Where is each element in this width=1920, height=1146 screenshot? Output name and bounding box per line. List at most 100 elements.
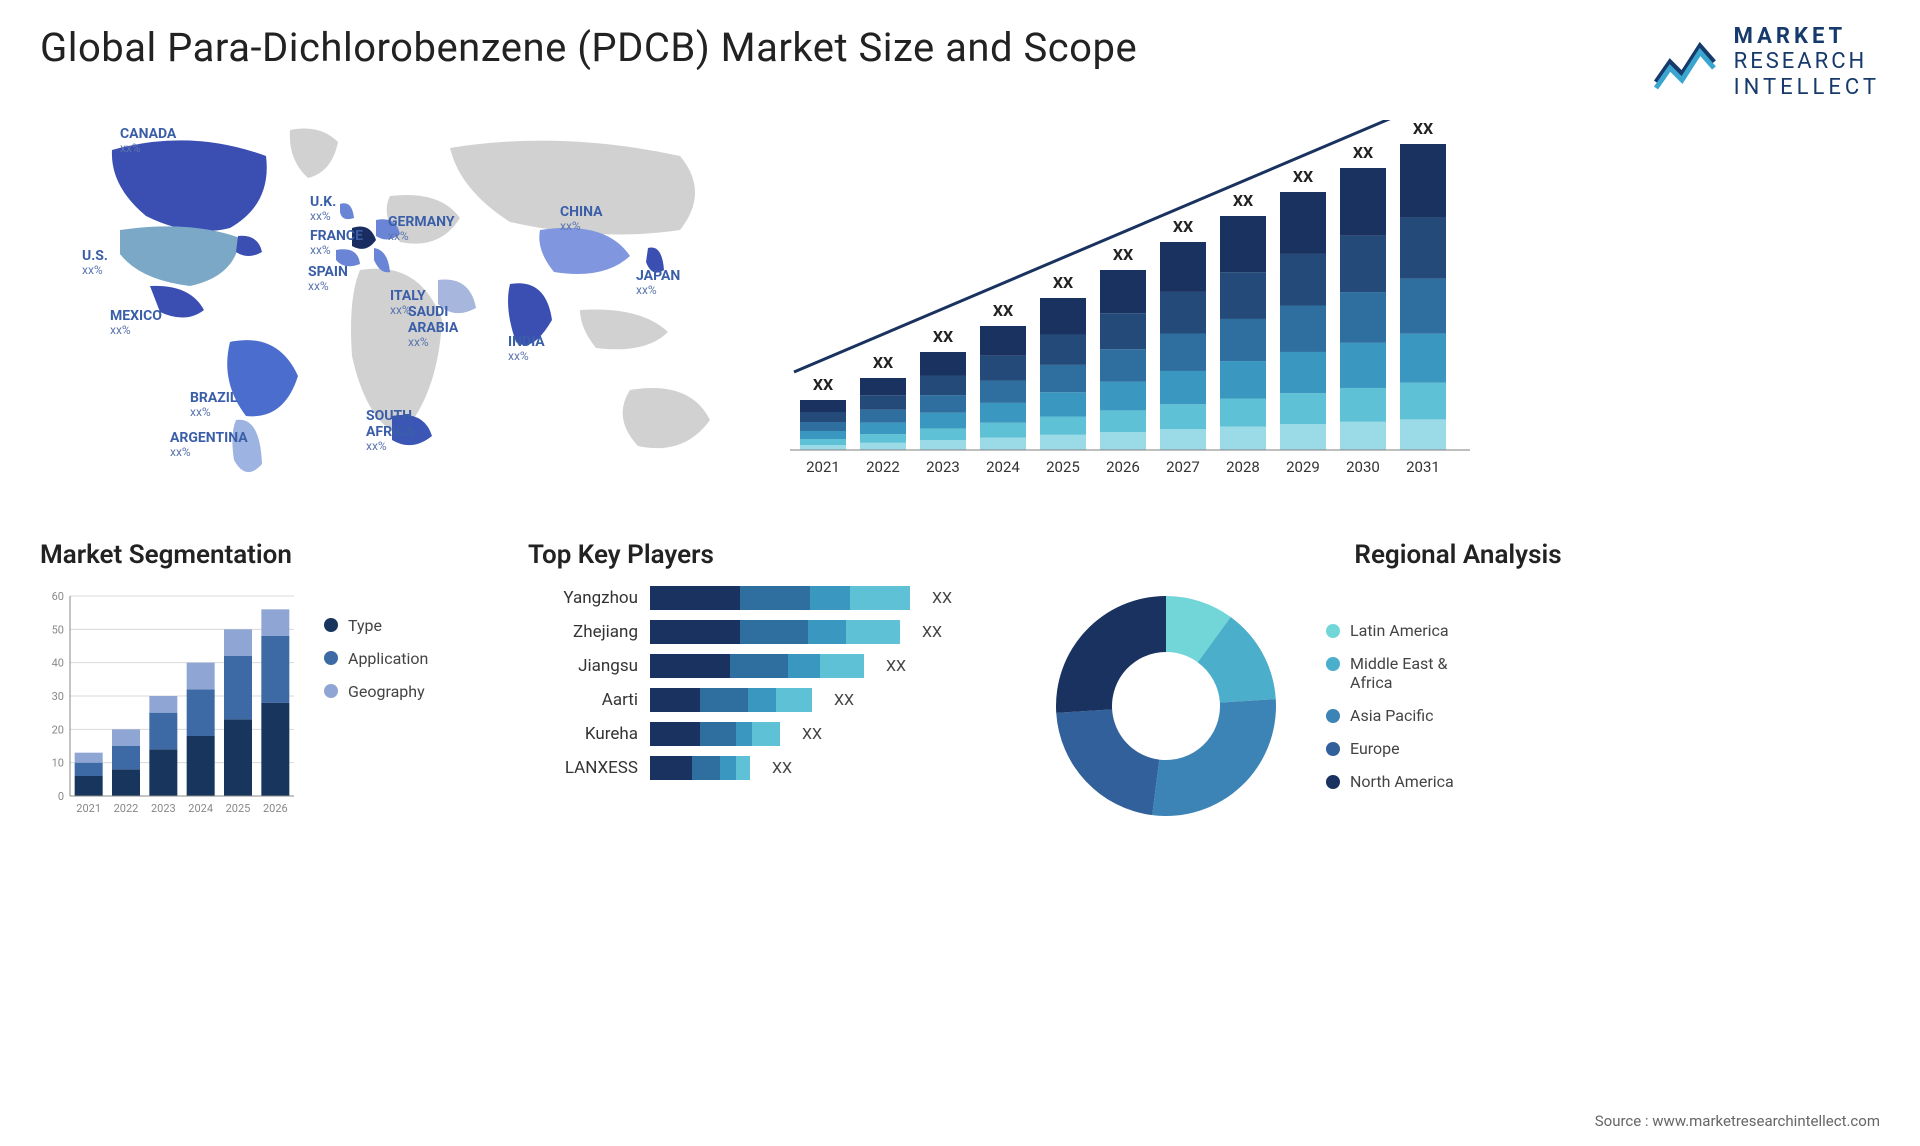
svg-text:XX: XX [1173,217,1193,236]
svg-text:XX: XX [1233,191,1253,210]
map-label: BRAZILxx% [190,390,237,420]
map-label: SPAINxx% [308,264,348,294]
logo-line1: MARKET [1734,24,1880,49]
svg-text:30: 30 [52,690,64,703]
svg-text:2028: 2028 [1226,458,1260,476]
segmentation-panel: Market Segmentation 0 10 20 30 40 50 60 2021 202… [40,540,480,826]
map-label: GERMANYxx% [388,214,455,244]
player-row: Zhejiang XX [528,620,988,644]
svg-text:2024: 2024 [188,802,213,815]
segmentation-legend: Type Application Geography [324,586,428,701]
player-row: Aarti XX [528,688,988,712]
map-label: ARGENTINAxx% [170,430,248,460]
svg-text:XX: XX [813,375,833,394]
player-name: Kureha [528,724,638,744]
player-bar [650,620,900,644]
map-label: INDIAxx% [508,334,545,364]
player-bar [650,688,812,712]
svg-text:XX: XX [1293,167,1313,186]
player-bar [650,722,780,746]
segmentation-chart-svg: 0 10 20 30 40 50 60 2021 2022 2023 2024 2025 2026 [40,586,300,826]
svg-text:20: 20 [52,723,64,736]
regional-heading: Regional Analysis [1036,540,1880,570]
player-value: XX [834,690,854,709]
svg-text:2029: 2029 [1286,458,1320,476]
player-value: XX [886,656,906,675]
legend-item: Europe [1326,739,1454,758]
player-value: XX [922,622,942,641]
svg-text:XX: XX [1413,120,1433,138]
legend-item: Type [324,616,428,635]
svg-text:2030: 2030 [1346,458,1380,476]
svg-text:2021: 2021 [806,458,840,476]
player-bar [650,586,910,610]
map-label: MEXICOxx% [110,308,162,338]
svg-text:XX: XX [1053,273,1073,292]
player-row: Kureha XX [528,722,988,746]
map-label: U.S.xx% [82,248,108,278]
key-players-panel: Top Key Players YangzhouXXZhejiangXXJian… [528,540,988,826]
player-row: Jiangsu XX [528,654,988,678]
map-label: CANADAxx% [120,126,176,156]
svg-text:2023: 2023 [151,802,176,815]
player-value: XX [802,724,822,743]
svg-text:2026: 2026 [1106,458,1140,476]
svg-text:XX: XX [933,327,953,346]
svg-text:XX: XX [1113,245,1133,264]
svg-text:XX: XX [1353,143,1373,162]
legend-item: Middle East &Africa [1326,654,1454,692]
player-bar [650,654,864,678]
legend-item: North America [1326,772,1454,791]
player-name: Zhejiang [528,622,638,642]
logo-line3: INTELLECT [1734,75,1880,100]
map-label: JAPANxx% [636,268,680,298]
regional-donut-svg [1036,586,1296,826]
svg-text:2021: 2021 [76,802,101,815]
player-value: XX [772,758,792,777]
svg-text:2031: 2031 [1406,458,1440,476]
player-row: Yangzhou XX [528,586,988,610]
svg-text:0: 0 [58,790,64,803]
player-name: Yangzhou [528,588,638,608]
legend-item: Latin America [1326,621,1454,640]
key-players-heading: Top Key Players [528,540,988,570]
svg-text:2023: 2023 [926,458,960,476]
player-name: Aarti [528,690,638,710]
market-size-chart: XX2021XX2022XX2023XX2024XX2025XX2026XX20… [780,120,1880,504]
source-text: Source : www.marketresearchintellect.com [1595,1112,1880,1130]
svg-text:10: 10 [52,757,64,770]
svg-text:2024: 2024 [986,458,1020,476]
logo-mark-icon [1652,32,1722,92]
player-value: XX [932,588,952,607]
player-name: LANXESS [528,758,638,778]
legend-item: Asia Pacific [1326,706,1454,725]
map-label: SAUDIARABIAxx% [408,304,458,350]
market-size-chart-svg: XX2021XX2022XX2023XX2024XX2025XX2026XX20… [780,120,1480,500]
svg-text:2027: 2027 [1166,458,1200,476]
legend-item: Geography [324,682,428,701]
map-label: FRANCExx% [310,228,363,258]
svg-text:XX: XX [873,353,893,372]
svg-text:60: 60 [52,590,64,603]
player-name: Jiangsu [528,656,638,676]
svg-text:50: 50 [52,623,64,636]
page-title: Global Para-Dichlorobenzene (PDCB) Marke… [40,24,1137,71]
svg-text:2022: 2022 [114,802,139,815]
legend-item: Application [324,649,428,668]
segmentation-heading: Market Segmentation [40,540,480,570]
regional-panel: Regional Analysis Latin America Middle Ea… [1036,540,1880,826]
logo-line2: RESEARCH [1734,49,1880,74]
player-row: LANXESS XX [528,756,988,780]
map-label: U.K.xx% [310,194,336,224]
regional-legend: Latin America Middle East &Africa Asia Pac… [1326,621,1454,791]
key-players-rows: YangzhouXXZhejiangXXJiangsuXXAartiXXKure… [528,586,988,780]
svg-text:XX: XX [993,301,1013,320]
map-label: CHINAxx% [560,204,603,234]
svg-text:40: 40 [52,657,64,670]
map-label: SOUTHAFRICAxx% [366,408,415,454]
player-bar [650,756,750,780]
svg-text:2022: 2022 [866,458,900,476]
brand-logo: MARKET RESEARCH INTELLECT [1652,24,1880,100]
svg-text:2025: 2025 [226,802,251,815]
svg-text:2026: 2026 [263,802,288,815]
